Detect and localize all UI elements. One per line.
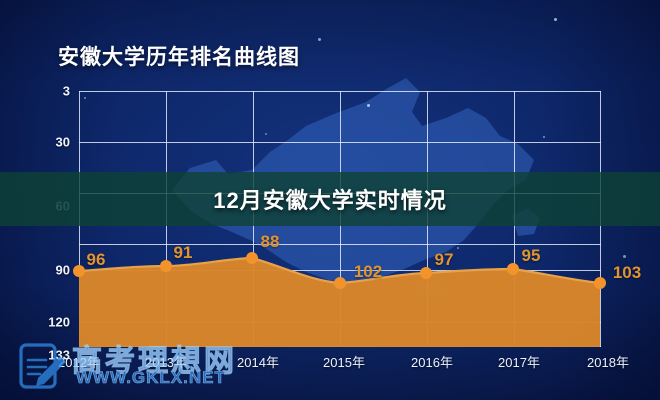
star-dot bbox=[623, 255, 626, 258]
star-dot bbox=[84, 97, 86, 99]
data-point-label: 103 bbox=[612, 263, 642, 282]
data-point-label: 96 bbox=[86, 250, 106, 269]
star-dot bbox=[554, 18, 557, 21]
watermark: 高考理想网 WWW.GKLX.NET bbox=[16, 336, 436, 396]
watermark-url: WWW.GKLX.NET bbox=[76, 368, 226, 388]
data-point-label: 95 bbox=[521, 246, 541, 265]
chart-title: 安徽大学历年排名曲线图 bbox=[58, 46, 300, 69]
overlay-banner: 12月安徽大学实时情况 bbox=[0, 172, 660, 226]
x-tick-label: 2015年 bbox=[323, 355, 365, 370]
y-tick-label: 30 bbox=[55, 134, 70, 150]
x-tick-label: 2012年 bbox=[58, 355, 100, 370]
x-axis-labels: 2012年 2013年 2014年 2015年 2016年 2017年 2018… bbox=[0, 352, 660, 376]
data-point-label: 97 bbox=[434, 250, 454, 269]
x-tick-label: 2017年 bbox=[498, 355, 540, 370]
star-dot bbox=[457, 247, 459, 249]
x-tick-label: 2014年 bbox=[237, 355, 279, 370]
star-dot bbox=[543, 136, 545, 138]
y-tick-label: 90 bbox=[55, 262, 70, 278]
x-tick-label: 2013年 bbox=[145, 355, 187, 370]
data-point-label: 88 bbox=[260, 232, 280, 251]
x-tick-label: 2016年 bbox=[411, 355, 453, 370]
document-pencil-icon bbox=[19, 343, 66, 389]
star-dot bbox=[318, 38, 321, 41]
data-point-label: 91 bbox=[173, 243, 193, 262]
star-dot bbox=[265, 133, 267, 135]
y-tick-label: 3 bbox=[62, 83, 70, 99]
data-point-label: 102 bbox=[353, 262, 383, 281]
x-tick-label: 2018年 bbox=[587, 355, 629, 370]
y-tick-label: 120 bbox=[48, 314, 70, 330]
watermark-site-name: 高考理想网 bbox=[72, 345, 237, 379]
star-dot bbox=[367, 104, 370, 107]
overlay-banner-text: 12月安徽大学实时情况 bbox=[213, 188, 447, 213]
